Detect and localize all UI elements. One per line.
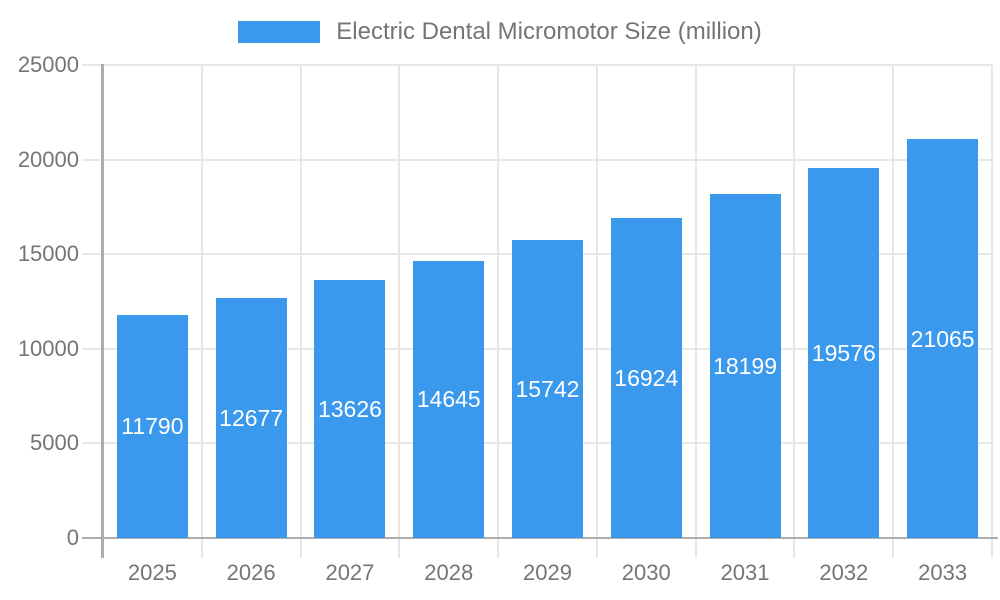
y-tick-label: 0 xyxy=(66,525,79,550)
gridline-vertical xyxy=(793,65,796,558)
bar xyxy=(116,314,188,538)
x-axis-line xyxy=(82,537,998,539)
legend-swatch xyxy=(238,21,321,43)
bar xyxy=(413,260,485,538)
bar-value-label: 14645 xyxy=(416,386,481,413)
y-tick-label: 5000 xyxy=(30,430,79,456)
y-tick-label: 20000 xyxy=(17,146,79,172)
gridline-vertical xyxy=(299,65,302,558)
gridline-vertical xyxy=(694,65,697,558)
gridline-vertical xyxy=(398,65,401,558)
bar-value-label: 16924 xyxy=(614,364,679,391)
y-axis-line xyxy=(101,64,104,558)
x-tick-label: 2025 xyxy=(127,560,177,585)
bar-value-label: 13626 xyxy=(317,396,382,423)
y-tick-label: 25000 xyxy=(17,52,79,77)
bar xyxy=(610,217,682,538)
x-tick-label: 2026 xyxy=(226,560,276,585)
bar xyxy=(314,280,386,538)
bar xyxy=(215,298,287,538)
gridline-vertical xyxy=(991,65,993,558)
x-tick-label: 2033 xyxy=(918,560,968,585)
bar-value-label: 11790 xyxy=(121,413,184,440)
bar xyxy=(709,193,781,538)
gridline-vertical xyxy=(497,65,500,558)
bar-value-label: 15742 xyxy=(515,376,580,403)
x-tick-label: 2029 xyxy=(523,560,572,585)
bar-value-label: 19576 xyxy=(811,339,876,366)
bar xyxy=(907,139,979,538)
bar-value-label: 21065 xyxy=(910,325,975,352)
x-tick-label: 2028 xyxy=(424,560,474,585)
bar-value-label: 18199 xyxy=(713,352,778,379)
y-tick-label: 15000 xyxy=(17,241,79,267)
legend: Electric Dental Micromotor Size (million… xyxy=(0,18,1000,46)
x-tick-label: 2030 xyxy=(621,560,671,585)
x-tick-label: 2027 xyxy=(325,560,375,585)
bar xyxy=(808,167,880,538)
gridline-vertical xyxy=(200,65,203,558)
gridline-horizontal xyxy=(82,64,992,66)
gridline-vertical xyxy=(595,65,598,558)
y-tick-label: 10000 xyxy=(17,335,79,361)
legend-label: Electric Dental Micromotor Size (million… xyxy=(336,18,762,45)
x-tick-label: 2031 xyxy=(720,560,770,585)
bar xyxy=(512,240,583,538)
gridline-horizontal xyxy=(82,158,992,161)
bar-value-label: 12677 xyxy=(219,405,284,432)
gridline-vertical xyxy=(892,65,895,558)
x-tick-label: 2032 xyxy=(819,560,869,585)
